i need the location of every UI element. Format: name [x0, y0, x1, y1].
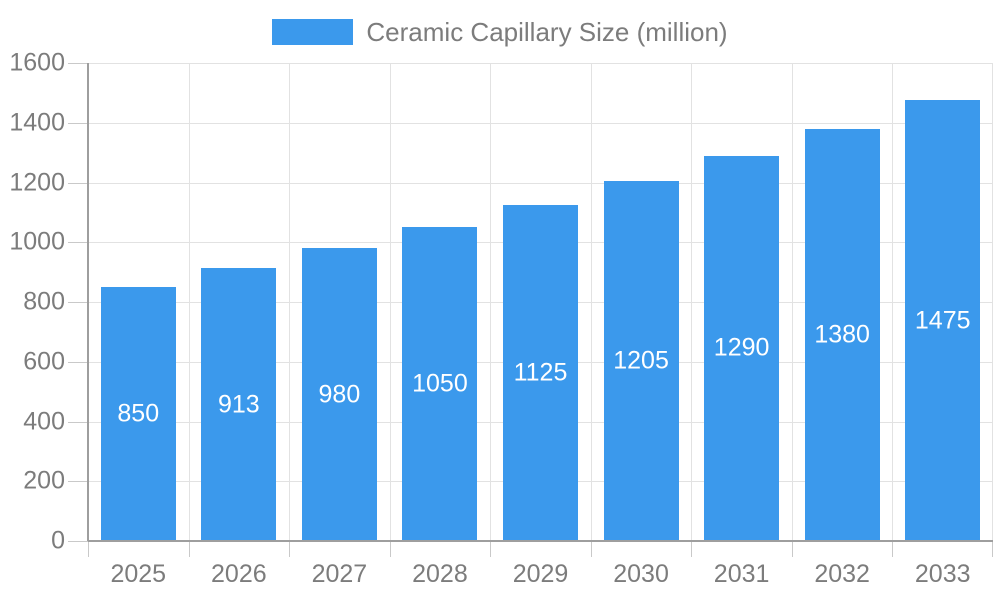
- x-axis-label: 2025: [110, 560, 167, 588]
- y-axis-label: 800: [23, 287, 65, 316]
- bar-2025[interactable]: 850: [100, 287, 176, 541]
- bar-value-label: 1125: [513, 358, 568, 387]
- bar-2032[interactable]: 1380: [804, 128, 880, 541]
- x-axis-tick: [892, 541, 894, 557]
- bar-2027[interactable]: 980: [301, 248, 377, 541]
- y-axis-tick: [68, 361, 88, 363]
- x-axis-line: [88, 540, 993, 542]
- bar-value-label: 850: [117, 399, 160, 428]
- x-axis-label: 2030: [613, 560, 669, 588]
- x-axis-tick: [490, 541, 492, 557]
- x-axis-tick: [791, 541, 793, 557]
- y-axis-label: 1200: [9, 168, 65, 196]
- y-axis-tick: [68, 63, 88, 64]
- x-axis-label: 2033: [914, 560, 971, 588]
- x-axis-label: 2032: [814, 560, 870, 588]
- bar-2033[interactable]: 1475: [905, 100, 981, 541]
- legend-swatch: [272, 19, 354, 45]
- x-gridline: [992, 63, 993, 541]
- y-axis-label: 0: [51, 526, 65, 555]
- x-gridline: [791, 63, 793, 541]
- x-gridline: [590, 63, 592, 541]
- x-gridline: [691, 63, 693, 541]
- y-gridline: [88, 63, 993, 64]
- y-axis-tick: [68, 122, 88, 124]
- chart-legend: Ceramic Capillary Size (million): [0, 16, 1000, 48]
- y-axis-tick: [68, 302, 88, 303]
- bar-value-label: 1050: [412, 369, 468, 398]
- x-axis-tick: [188, 541, 190, 557]
- y-axis-line: [87, 63, 89, 541]
- bar-value-label: 913: [217, 390, 260, 419]
- x-gridline: [188, 63, 190, 541]
- y-axis-label: 1600: [9, 48, 65, 77]
- bar-value-label: 1205: [613, 346, 669, 375]
- x-axis-tick: [992, 541, 993, 557]
- x-gridline: [892, 63, 894, 541]
- plot-area: 0 200 400 600 800 1000 1200 1400 1600 850 2025 913 2…: [9, 49, 993, 588]
- x-axis-label: 2028: [412, 560, 468, 588]
- bar-value-label: 1290: [713, 333, 770, 362]
- legend-item[interactable]: Ceramic Capillary Size (million): [272, 16, 728, 48]
- x-gridline: [289, 63, 291, 541]
- y-axis-tick: [68, 242, 88, 244]
- x-axis-label: 2026: [211, 560, 267, 588]
- x-axis-tick: [289, 541, 291, 557]
- x-axis-tick: [691, 541, 693, 557]
- y-gridline: [88, 182, 993, 184]
- x-axis-label: 2027: [311, 560, 368, 588]
- legend-label: Ceramic Capillary Size (million): [366, 16, 728, 47]
- x-axis-label: 2031: [713, 560, 770, 588]
- bar-2028[interactable]: 1050: [402, 227, 478, 541]
- bar-value-label: 1380: [814, 320, 870, 349]
- x-axis-tick: [88, 541, 89, 557]
- y-axis-label: 200: [23, 466, 65, 495]
- bar-2030[interactable]: 1205: [603, 181, 679, 541]
- x-axis-tick: [590, 541, 592, 557]
- y-axis-tick: [68, 541, 88, 542]
- bar-2026[interactable]: 913: [201, 268, 277, 541]
- bar-2029[interactable]: 1125: [503, 204, 578, 541]
- bar-2031[interactable]: 1290: [704, 155, 780, 541]
- y-axis-tick: [68, 481, 88, 483]
- y-axis-label: 600: [23, 347, 65, 376]
- x-axis-label: 2029: [512, 560, 569, 588]
- y-gridline: [88, 122, 993, 124]
- y-axis-label: 400: [23, 407, 65, 435]
- y-axis-tick: [68, 421, 88, 423]
- x-gridline: [490, 63, 492, 541]
- x-axis-tick: [389, 541, 391, 557]
- y-axis-label: 1000: [9, 227, 65, 256]
- bar-value-label: 1475: [914, 306, 971, 335]
- bar-value-label: 980: [318, 380, 361, 409]
- y-axis-tick: [68, 182, 88, 184]
- x-gridline: [389, 63, 391, 541]
- y-axis-label: 1400: [9, 108, 65, 137]
